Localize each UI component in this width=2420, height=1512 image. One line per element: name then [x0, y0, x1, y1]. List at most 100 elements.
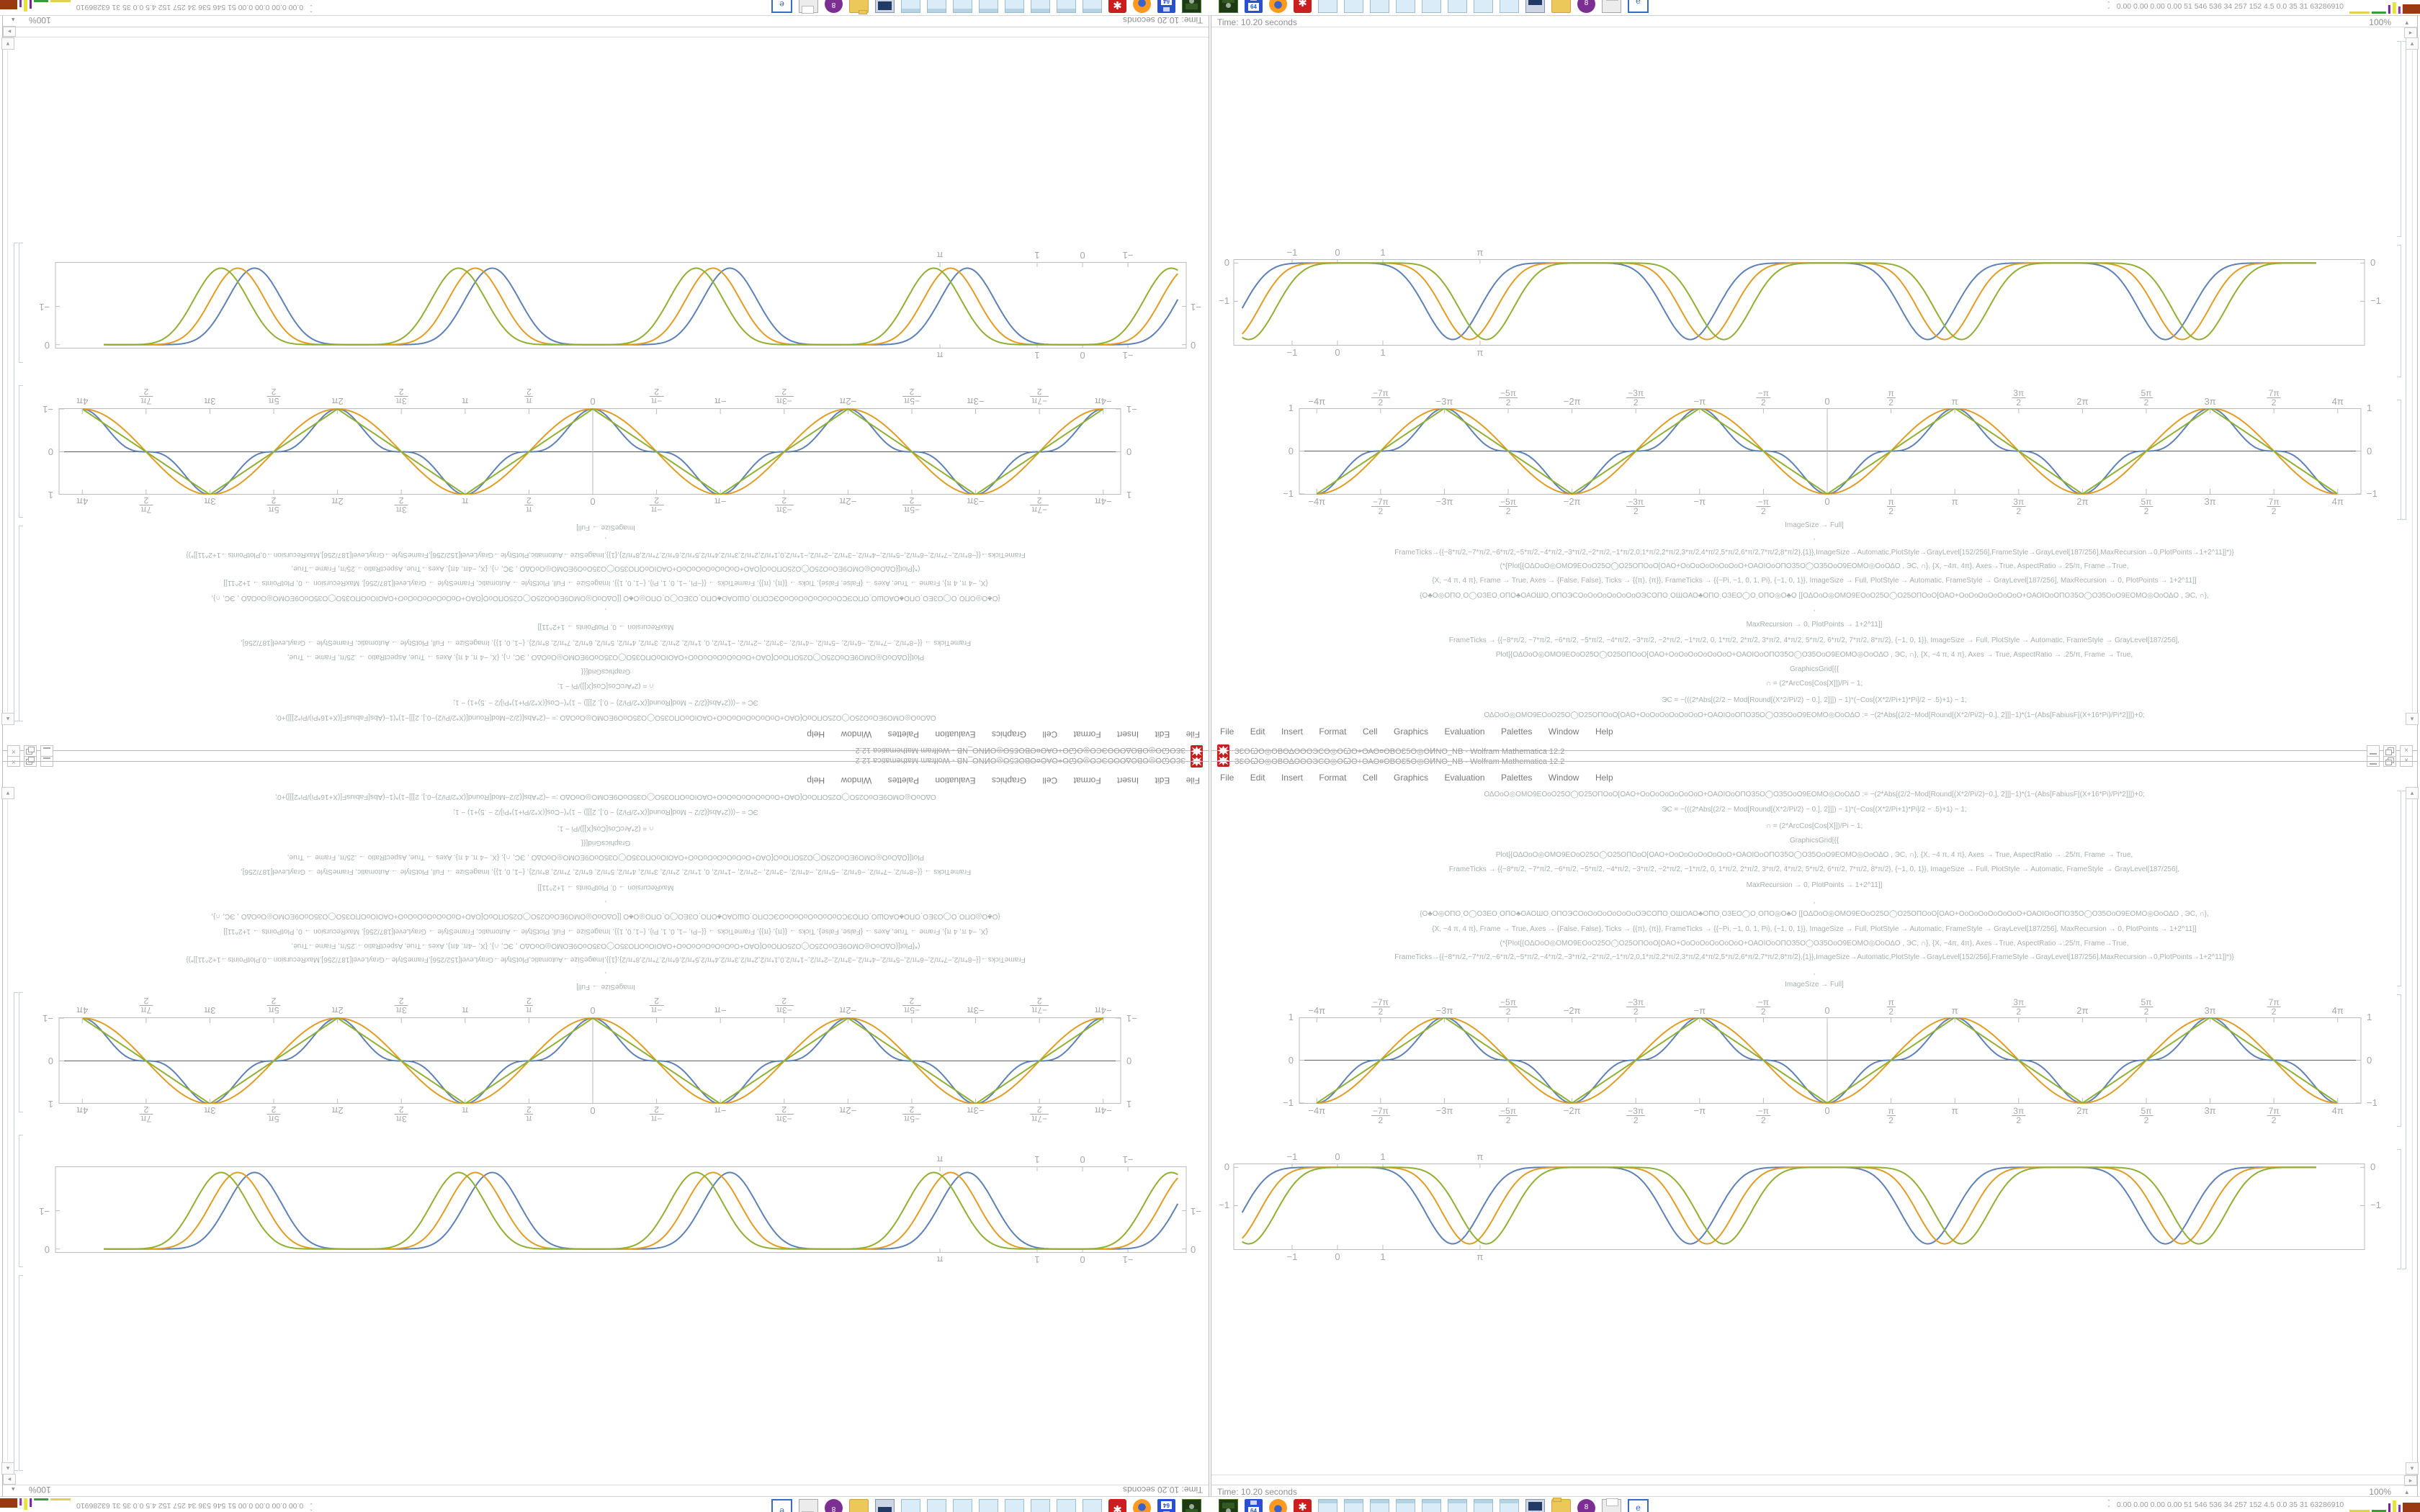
menu-format[interactable]: Format: [1319, 726, 1347, 737]
notepad-icon[interactable]: [979, 0, 998, 13]
notepad-icon[interactable]: [1422, 0, 1441, 13]
close-button[interactable]: ×: [2400, 745, 2413, 757]
code-line[interactable]: {Ο♣Ο◎ΟΠΟͺΟ◯ΟЗΕΟͺΟΠΟ♣ΟΑΟШΟͺΟΠΟЭСΟοΟοΟοΟοΟ…: [1420, 910, 2209, 918]
cell-bracket-group[interactable]: [2402, 41, 2406, 520]
notepad-icon[interactable]: [1422, 1499, 1441, 1512]
menu-cell[interactable]: Cell: [1042, 729, 1058, 739]
folder-icon[interactable]: [1551, 1498, 1571, 1512]
projector-icon[interactable]: [875, 0, 895, 13]
code-line[interactable]: ∩ = (2*ArcCos[Cos[X]])/Pi − 1;: [1765, 822, 1863, 830]
gear-icon[interactable]: ✱: [1294, 0, 1312, 13]
scroll-down-button[interactable]: ▾: [1, 37, 14, 50]
notepad-icon[interactable]: [927, 0, 946, 13]
code-line[interactable]: ImageSize → Full]: [1785, 981, 1844, 989]
floppy-icon[interactable]: 64: [1157, 0, 1175, 13]
magnification-value[interactable]: 100%: [29, 15, 51, 25]
scroll-up-button[interactable]: ▴: [1, 713, 14, 725]
printer-icon[interactable]: [799, 0, 818, 13]
magnification-value[interactable]: 100%: [2369, 1487, 2391, 1497]
restore-button[interactable]: [24, 745, 37, 757]
menu-file[interactable]: File: [1220, 773, 1234, 783]
horizontal-scrollbar[interactable]: ▸: [3, 26, 1209, 37]
notepad-icon[interactable]: [1083, 0, 1102, 13]
cell-bracket[interactable]: [2397, 1149, 2401, 1269]
notepad-icon[interactable]: [1500, 1499, 1519, 1512]
restore-button[interactable]: [2383, 755, 2396, 767]
notepad-icon[interactable]: [1474, 1499, 1493, 1512]
notepad-icon[interactable]: [901, 0, 920, 13]
eightball-icon[interactable]: 8: [1577, 1499, 1595, 1512]
folder-icon[interactable]: [849, 0, 869, 13]
menu-palettes[interactable]: Palettes: [1500, 773, 1533, 783]
notepad-icon[interactable]: [1396, 0, 1415, 13]
menu-graphics[interactable]: Graphics: [1394, 726, 1429, 737]
restore-button[interactable]: [2383, 745, 2396, 757]
scroll-up-button[interactable]: ▴: [2406, 37, 2419, 50]
menu-graphics[interactable]: Graphics: [991, 729, 1026, 739]
menu-edit[interactable]: Edit: [1155, 729, 1170, 739]
code-line[interactable]: FrameTicks→{{−8*π/2,−7*π/2,−6*π/2,−5*π/2…: [1394, 953, 2234, 961]
notepad-icon[interactable]: [1318, 0, 1337, 13]
menu-edit[interactable]: Edit: [1250, 773, 1265, 783]
scroll-down-button[interactable]: ▾: [2406, 713, 2419, 725]
notepad-icon[interactable]: [1344, 1499, 1363, 1512]
camera-icon[interactable]: [1219, 0, 1238, 13]
floppy-icon[interactable]: 64: [1245, 1499, 1263, 1512]
printer-icon[interactable]: [1602, 0, 1621, 13]
cell-bracket[interactable]: [2397, 994, 2401, 1127]
triangle-up-icon[interactable]: ▴: [2405, 19, 2408, 26]
notepad-icon[interactable]: [1370, 1499, 1389, 1512]
cell-bracket-group[interactable]: [2402, 791, 2406, 1269]
horizontal-scrollbar[interactable]: ▸: [1211, 1475, 2417, 1486]
notepad-icon[interactable]: [1396, 1499, 1415, 1512]
menu-window[interactable]: Window: [1548, 773, 1579, 783]
firefox-icon[interactable]: [1269, 1499, 1287, 1512]
scroll-down-button[interactable]: ▾: [2406, 1462, 2419, 1475]
menu-format[interactable]: Format: [1319, 773, 1347, 783]
notepad-icon[interactable]: [1005, 0, 1024, 13]
minimize-button[interactable]: [2367, 755, 2380, 767]
vertical-scrollbar-track[interactable]: [2412, 50, 2413, 712]
notepad-icon[interactable]: [1344, 0, 1363, 13]
projector-icon[interactable]: [1525, 1499, 1545, 1512]
menu-evaluation[interactable]: Evaluation: [935, 729, 976, 739]
menu-evaluation[interactable]: Evaluation: [1444, 773, 1485, 783]
notepad-icon[interactable]: [1370, 0, 1389, 13]
cell-bracket-group[interactable]: [14, 243, 18, 721]
triangle-up-icon[interactable]: ▴: [12, 17, 15, 24]
code-line[interactable]: ЭС = −(((2*Abs[(2/2 − Mod[Round[(X*2/Pi/…: [1662, 806, 1967, 814]
scroll-up-button[interactable]: ▴: [2406, 787, 2419, 799]
printer-icon[interactable]: [1602, 1498, 1621, 1512]
document-icon[interactable]: e: [1628, 0, 1649, 13]
menu-palettes[interactable]: Palettes: [1500, 726, 1533, 737]
triangle-up-icon[interactable]: ▴: [2405, 1488, 2408, 1495]
cell-bracket[interactable]: [2397, 400, 2401, 520]
folder-icon[interactable]: [1551, 0, 1571, 13]
notepad-icon[interactable]: [1474, 0, 1493, 13]
title-bar[interactable]: ЗƐΟꞶΟ◎ΟΒΟΔΟΟΟЭϹΟ◎ΟꞶΟ+ΟΑΟ¤ΟΒΟƐ5Ο◎ΟͶΝΟ_ΝΒ …: [1211, 751, 2417, 771]
notepad-icon[interactable]: [1448, 0, 1467, 13]
close-button[interactable]: ×: [7, 745, 20, 757]
cell-bracket[interactable]: [19, 526, 23, 721]
title-bar[interactable]: ЗƐΟꞶΟ◎ΟΒΟΔΟΟΟЭϹΟ◎ΟꞶΟ+ΟΑΟ¤ΟΒΟƐ5Ο◎ΟͶΝΟ_ΝΒ …: [3, 741, 1209, 761]
notepad-icon[interactable]: [1318, 1499, 1337, 1512]
firefox-icon[interactable]: [1269, 0, 1287, 13]
menu-file[interactable]: File: [1186, 729, 1200, 739]
menu-cell[interactable]: Cell: [1362, 726, 1378, 737]
notepad-icon[interactable]: [1031, 0, 1050, 13]
tray-scroll-icon[interactable]: ⌃ ⌄: [2107, 1500, 2111, 1508]
scroll-right-button[interactable]: ▸: [2404, 27, 2417, 38]
title-bar[interactable]: ЗƐΟꞶΟ◎ΟΒΟΔΟΟΟЭϹΟ◎ΟꞶΟ+ΟΑΟ¤ΟΒΟƐ5Ο◎ΟͶΝΟ_ΝΒ …: [1211, 741, 2417, 761]
menu-insert[interactable]: Insert: [1281, 726, 1303, 737]
cell-bracket[interactable]: [19, 385, 23, 518]
notepad-icon[interactable]: [1057, 0, 1076, 13]
code-line[interactable]: GraphicsGrid[{{: [1789, 837, 1839, 845]
menu-format[interactable]: Format: [1073, 729, 1101, 739]
vertical-scrollbar-track[interactable]: [2412, 800, 2413, 1462]
menu-insert[interactable]: Insert: [1117, 729, 1139, 739]
eightball-icon[interactable]: 8: [825, 0, 843, 13]
cell-bracket[interactable]: [2397, 41, 2401, 237]
cell-bracket[interactable]: [2397, 791, 2401, 986]
code-line[interactable]: MaxRecursion → 0, PlotPoints → 1+2^11]]: [1746, 881, 1883, 889]
document-icon[interactable]: e: [1628, 1499, 1649, 1512]
